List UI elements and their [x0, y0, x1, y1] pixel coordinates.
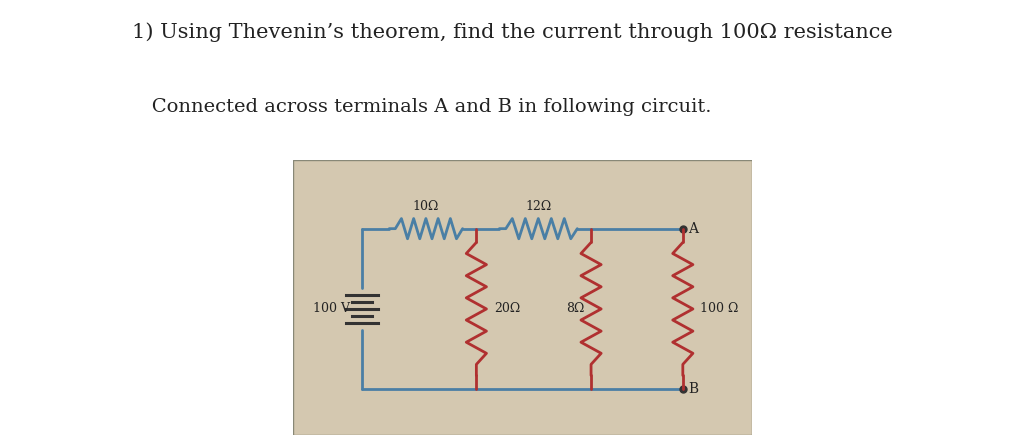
Text: 100 V: 100 V — [313, 302, 350, 315]
Text: 20Ω: 20Ω — [494, 302, 520, 315]
Text: A: A — [688, 222, 698, 236]
Text: 10Ω: 10Ω — [413, 200, 439, 213]
Text: 8Ω: 8Ω — [566, 302, 585, 315]
Text: 100 Ω: 100 Ω — [700, 302, 738, 315]
Text: B: B — [688, 382, 698, 396]
Text: 12Ω: 12Ω — [525, 200, 551, 213]
Text: Connected across terminals A and B in following circuit.: Connected across terminals A and B in fo… — [133, 98, 712, 116]
Text: 1) Using Thevenin’s theorem, find the current through 100Ω resistance: 1) Using Thevenin’s theorem, find the cu… — [132, 22, 892, 42]
Polygon shape — [293, 160, 752, 435]
